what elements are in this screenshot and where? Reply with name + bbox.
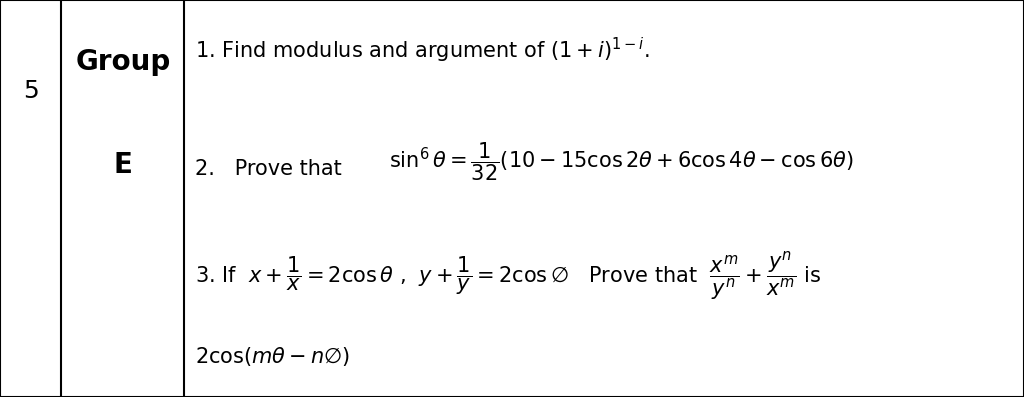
Text: E: E	[114, 151, 132, 179]
Text: 2.   Prove that: 2. Prove that	[195, 159, 341, 179]
Text: Group: Group	[75, 48, 171, 76]
Text: 5: 5	[23, 79, 39, 103]
Text: 3. If  $x + \dfrac{1}{x} = 2\cos\theta$ ,  $y + \dfrac{1}{y} = 2\cos\varnothing$: 3. If $x + \dfrac{1}{x} = 2\cos\theta$ ,…	[195, 250, 821, 303]
Text: $2\cos(m\theta - n\varnothing)$: $2\cos(m\theta - n\varnothing)$	[195, 345, 349, 368]
Text: 1. Find modulus and argument of $(1 + i)^{1-i}$.: 1. Find modulus and argument of $(1 + i)…	[195, 36, 649, 65]
Text: $\sin^{6}\theta = \dfrac{1}{32}(10 - 15\cos 2\theta + 6\cos 4\theta - \cos 6\the: $\sin^{6}\theta = \dfrac{1}{32}(10 - 15\…	[389, 141, 854, 183]
